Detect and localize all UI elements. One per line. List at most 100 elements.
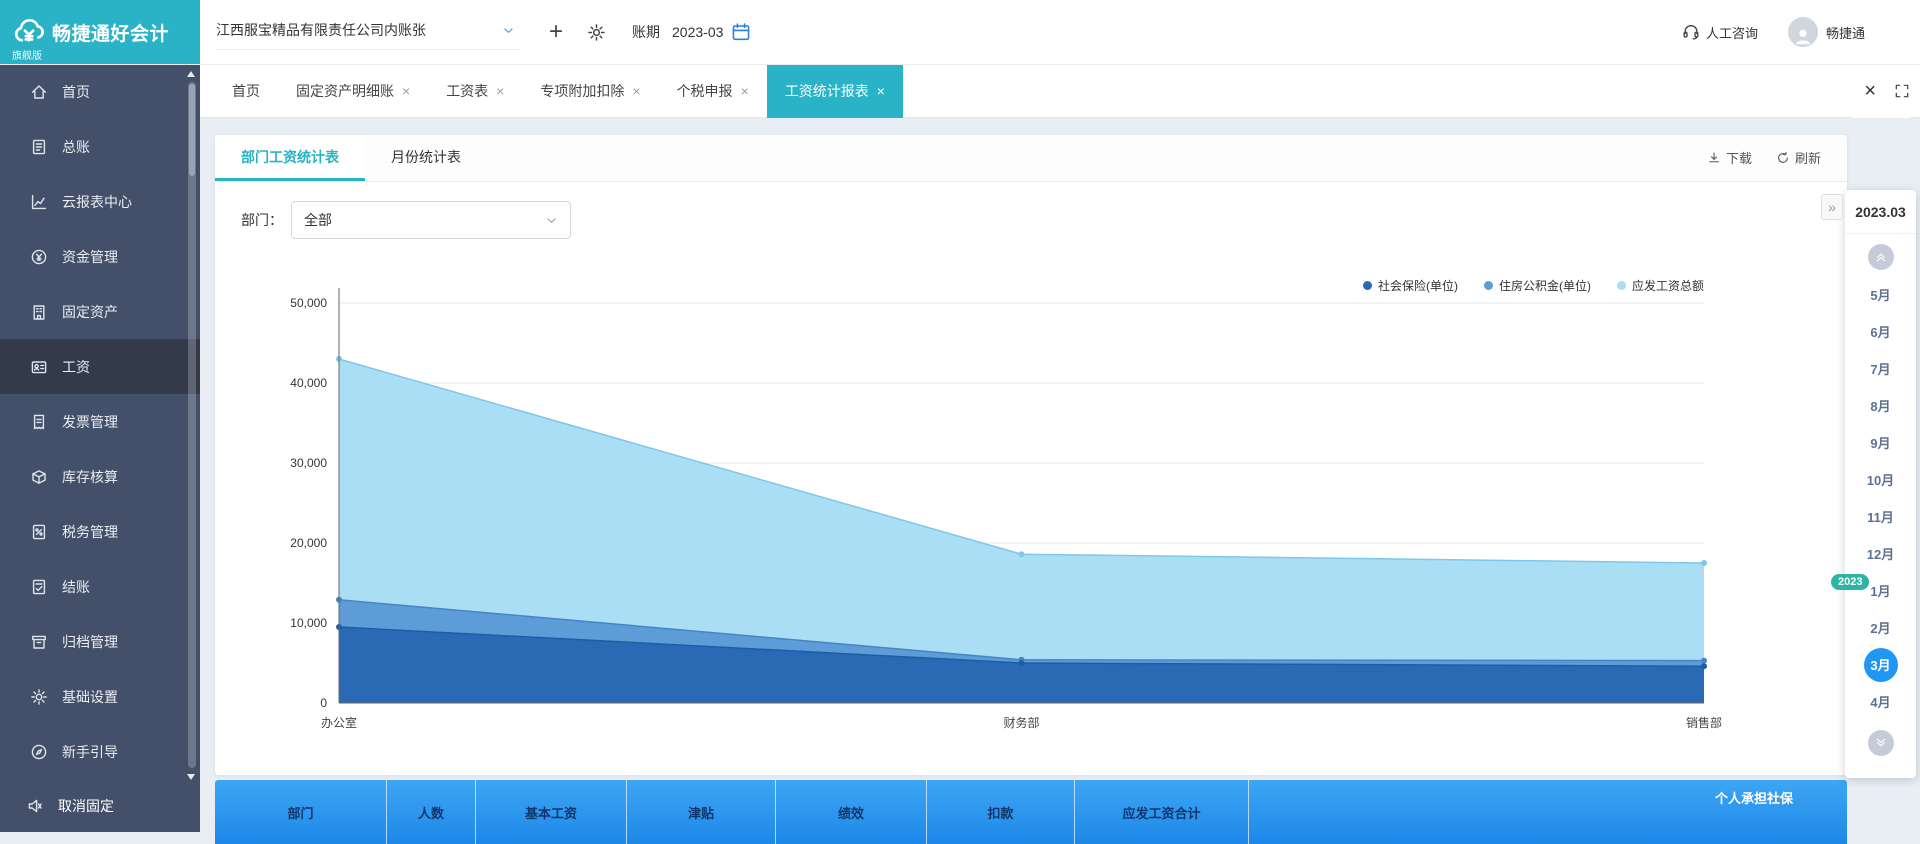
tabbar-close-button[interactable]: × <box>1864 80 1876 102</box>
collapse-panel-button[interactable]: » <box>1821 194 1843 220</box>
month-item-6[interactable]: 10月 <box>1866 473 1895 488</box>
month-item-10[interactable]: 2月 <box>1870 621 1891 636</box>
company-selector[interactable]: 江西服宝精品有限责任公司内账张 <box>216 14 521 50</box>
sidebar: 首页总账云报表中心 资金管理固定资产工资发票管理库存核算税务管理结账归档管理基础设… <box>0 64 200 832</box>
scrollbar-thumb[interactable] <box>189 84 195 176</box>
gear-icon[interactable] <box>587 23 606 42</box>
tab-0[interactable]: 首页 <box>214 64 278 118</box>
tab-close-icon[interactable]: × <box>632 83 641 99</box>
add-button[interactable]: + <box>549 18 564 45</box>
calendar-icon[interactable] <box>731 22 751 42</box>
sidebar-item-5[interactable]: 工资 <box>0 339 200 394</box>
download-button[interactable]: 下载 <box>1707 148 1752 167</box>
svg-text:0: 0 <box>320 696 327 710</box>
sidebar-item-10[interactable]: 归档管理 <box>0 614 200 669</box>
legend-item-2[interactable]: 应发工资总额 <box>1616 277 1704 294</box>
sidebar-item-0[interactable]: 首页 <box>0 64 200 119</box>
department-select[interactable]: 全部 <box>291 201 571 239</box>
legend-item-0[interactable]: 社会保险(单位) <box>1362 277 1458 294</box>
sidebar-scrollbar[interactable] <box>188 82 196 768</box>
tab-label: 工资表 <box>446 83 489 99</box>
fund-icon <box>30 248 48 266</box>
support-link[interactable]: 人工咨询 <box>1705 25 1758 41</box>
tab-bar-controls: × <box>1852 64 1910 118</box>
sidebar-item-8[interactable]: 税务管理 <box>0 504 200 559</box>
month-item-12[interactable]: 4月 <box>1870 695 1891 710</box>
sidebar-item-label: 固定资产 <box>62 303 118 320</box>
sidebar-item-1[interactable]: 总账 <box>0 119 200 174</box>
tab-close-icon[interactable]: × <box>876 83 885 99</box>
period-value[interactable]: 2023-03 <box>672 24 724 40</box>
tab-3[interactable]: 专项附加扣除 × <box>522 64 658 118</box>
inventory-icon <box>30 468 48 486</box>
avatar[interactable] <box>1787 17 1818 47</box>
unpin-label: 取消固定 <box>58 797 114 814</box>
sidebar-unpin-button[interactable]: 取消固定 <box>0 779 200 832</box>
month-item-8[interactable]: 12月 <box>1866 547 1895 562</box>
svg-text:50,000: 50,000 <box>290 296 327 310</box>
tab-close-icon[interactable]: × <box>402 83 411 99</box>
tab-label: 首页 <box>232 83 260 99</box>
filter-label: 部门： <box>241 212 283 228</box>
period-label: 账期 <box>632 24 661 40</box>
refresh-button[interactable]: 刷新 <box>1776 148 1821 167</box>
sidebar-item-label: 归档管理 <box>62 633 118 650</box>
download-icon <box>1707 151 1721 165</box>
month-item-9[interactable]: 1月 <box>1870 584 1891 599</box>
chart-area: 社会保险(单位) 住房公积金(单位) 应发工资总额 0 10,000 20,000 30,… <box>239 263 1799 763</box>
app-logo: 畅捷通好会计 旗舰版 <box>0 0 200 64</box>
svg-text:30,000: 30,000 <box>290 456 327 470</box>
tab-4[interactable]: 个税申报 × <box>659 64 767 118</box>
month-item-1[interactable]: 5月 <box>1870 288 1891 303</box>
svg-text:10,000: 10,000 <box>290 616 327 630</box>
sidebar-item-label: 税务管理 <box>62 523 118 540</box>
sidebar-scroll-up[interactable] <box>187 71 195 77</box>
summary-table-header: 部门 人数 基本工资 津贴 绩效 扣款 应发工资合计 个人承担社保 <box>215 780 1847 844</box>
sidebar-item-12[interactable]: 新手引导 <box>0 724 200 779</box>
sidebar-item-4[interactable]: 固定资产 <box>0 284 200 339</box>
sidebar-scroll-down[interactable] <box>187 774 195 780</box>
subtab-1[interactable]: 月份统计表 <box>391 148 461 165</box>
current-period-display: 2023.03 <box>1845 190 1916 234</box>
chevron-down-icon <box>545 214 558 227</box>
select-value: 全部 <box>304 212 332 228</box>
sidebar-item-2[interactable]: 云报表中心 <box>0 174 200 229</box>
tab-close-icon[interactable]: × <box>740 83 749 99</box>
svg-text:20,000: 20,000 <box>290 536 327 550</box>
sidebar-item-label: 发票管理 <box>62 413 118 430</box>
subtab-0[interactable]: 部门工资统计表 <box>215 135 365 181</box>
sidebar-item-11[interactable]: 基础设置 <box>0 669 200 724</box>
legend-item-1[interactable]: 住房公积金(单位) <box>1483 277 1591 294</box>
tab-5[interactable]: 工资统计报表 × <box>766 64 903 118</box>
month-item-3[interactable]: 7月 <box>1870 362 1891 377</box>
tab-2[interactable]: 工资表 × <box>428 64 522 118</box>
subtab-strip: 部门工资统计表 月份统计表 下载 刷新 <box>215 135 1847 182</box>
salary-area-chart: 0 10,000 20,000 30,000 40,000 50,000 办公室 财务部 销售部 <box>290 288 1722 730</box>
sidebar-item-label: 新手引导 <box>62 743 118 760</box>
month-item-11[interactable]: 3月 <box>1845 646 1916 683</box>
brand-cloud-icon <box>12 15 46 49</box>
sidebar-item-3[interactable]: 资金管理 <box>0 229 200 284</box>
scroll-months-up-button[interactable] <box>1867 244 1894 270</box>
month-item-5[interactable]: 9月 <box>1870 436 1891 451</box>
month-item-4[interactable]: 8月 <box>1870 399 1891 414</box>
sidebar-item-6[interactable]: 发票管理 <box>0 394 200 449</box>
brand-name: 畅捷通好会计 <box>52 23 170 45</box>
legend-dot <box>1362 281 1372 290</box>
sidebar-item-9[interactable]: 结账 <box>0 559 200 614</box>
fullscreen-icon[interactable] <box>1894 83 1910 99</box>
svg-text:销售部: 销售部 <box>1686 715 1722 730</box>
tab-1[interactable]: 固定资产明细账 × <box>278 64 428 118</box>
scroll-months-down-button[interactable] <box>1867 730 1894 756</box>
chart-legend: 社会保险(单位) 住房公积金(单位) 应发工资总额 <box>1362 277 1704 294</box>
subtab-list: 部门工资统计表 月份统计表 <box>215 135 1847 181</box>
month-item-7[interactable]: 11月 <box>1867 510 1894 525</box>
svg-text:财务部: 财务部 <box>1003 715 1039 730</box>
sidebar-item-7[interactable]: 库存核算 <box>0 449 200 504</box>
user-name[interactable]: 畅捷通 <box>1825 25 1865 41</box>
sidebar-item-label: 工资 <box>62 358 90 375</box>
tab-close-icon[interactable]: × <box>496 83 505 99</box>
sidebar-item-label: 总账 <box>62 138 90 155</box>
month-item-2[interactable]: 6月 <box>1870 325 1891 340</box>
ledger-icon <box>30 138 48 156</box>
